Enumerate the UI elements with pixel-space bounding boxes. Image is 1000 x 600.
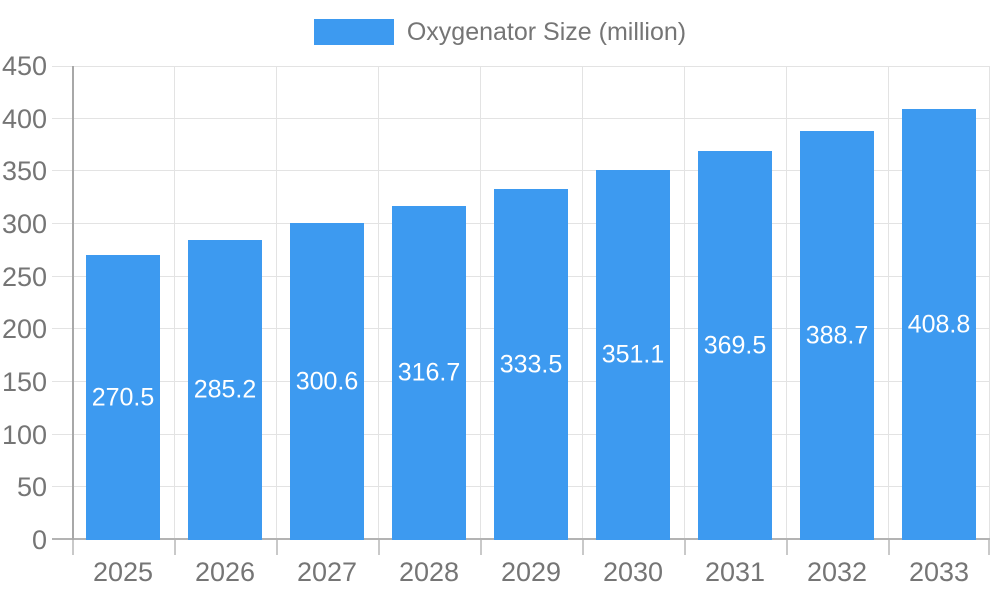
plot-area: 0 50 100 150 200 250 300 350 400 450 270.5 2025 285.… — [2, 52, 990, 587]
y-axis-tick-label: 0 — [31, 525, 47, 555]
y-gridline — [52, 118, 990, 119]
y-axis-tick-label: 400 — [1, 104, 47, 134]
x-axis-tick — [684, 540, 686, 555]
x-axis-tick — [786, 540, 788, 555]
bar[interactable]: 270.5 — [86, 255, 160, 540]
y-gridline — [52, 170, 990, 171]
bar-value-label: 270.5 — [91, 383, 155, 411]
x-axis-tick — [582, 540, 584, 555]
x-axis-tick — [888, 540, 890, 555]
bar[interactable]: 388.7 — [800, 131, 874, 540]
y-axis-tick-label: 450 — [1, 51, 47, 81]
x-gridline — [684, 66, 685, 539]
y-axis-tick-label: 300 — [1, 209, 47, 239]
x-axis-tick — [378, 540, 380, 555]
bar-value-label: 351.1 — [601, 340, 665, 369]
x-gridline — [888, 66, 889, 539]
x-gridline — [480, 66, 481, 539]
x-axis-category-label: 2030 — [602, 557, 664, 587]
y-axis-tick-label: 200 — [1, 314, 47, 344]
x-axis-tick — [276, 540, 278, 555]
legend-item[interactable]: Oxygenator Size (million) — [313, 17, 687, 47]
bar[interactable]: 316.7 — [392, 206, 466, 540]
bar[interactable]: 300.6 — [290, 223, 364, 540]
bar-value-label: 388.7 — [805, 321, 869, 349]
bar[interactable]: 285.2 — [188, 240, 262, 540]
x-gridline — [276, 66, 277, 539]
bar-value-label: 300.6 — [295, 367, 359, 395]
bar[interactable]: 351.1 — [596, 170, 670, 540]
x-axis-category-label: 2033 — [908, 557, 970, 587]
bar[interactable]: 333.5 — [494, 189, 568, 540]
bar-value-label: 408.8 — [907, 310, 971, 338]
y-axis-tick-label: 250 — [1, 262, 47, 292]
x-gridline — [989, 66, 990, 539]
x-axis-category-label: 2031 — [704, 557, 766, 587]
x-axis-tick — [72, 540, 74, 555]
y-gridline — [52, 66, 990, 67]
y-axis-tick-label: 50 — [16, 472, 47, 502]
x-axis-tick — [174, 540, 176, 555]
y-axis-tick-label: 100 — [1, 420, 47, 450]
y-axis-tick-label: 150 — [1, 367, 47, 397]
x-axis-category-label: 2027 — [296, 557, 358, 587]
x-gridline — [582, 66, 583, 539]
x-gridline — [378, 66, 379, 539]
x-axis-category-label: 2026 — [194, 557, 256, 587]
x-gridline — [174, 66, 175, 539]
legend-color-swatch — [313, 19, 394, 45]
x-axis-tick — [480, 540, 482, 555]
x-gridline — [786, 66, 787, 539]
legend-series-label: Oxygenator Size (million) — [406, 17, 687, 46]
bar-value-label: 316.7 — [397, 358, 461, 387]
bar[interactable]: 369.5 — [698, 151, 772, 540]
bar-value-label: 333.5 — [499, 350, 563, 378]
x-axis-category-label: 2025 — [92, 557, 154, 587]
y-axis — [72, 66, 74, 540]
bar-value-label: 369.5 — [703, 331, 767, 359]
x-axis-category-label: 2028 — [398, 557, 460, 587]
x-axis-category-label: 2032 — [806, 557, 868, 587]
y-axis-tick-label: 350 — [1, 156, 47, 186]
bar-value-label: 285.2 — [193, 375, 257, 404]
bar[interactable]: 408.8 — [902, 109, 976, 540]
legend: Oxygenator Size (million) — [0, 16, 1000, 48]
x-axis-tick — [988, 540, 990, 555]
x-axis-category-label: 2029 — [500, 557, 562, 587]
